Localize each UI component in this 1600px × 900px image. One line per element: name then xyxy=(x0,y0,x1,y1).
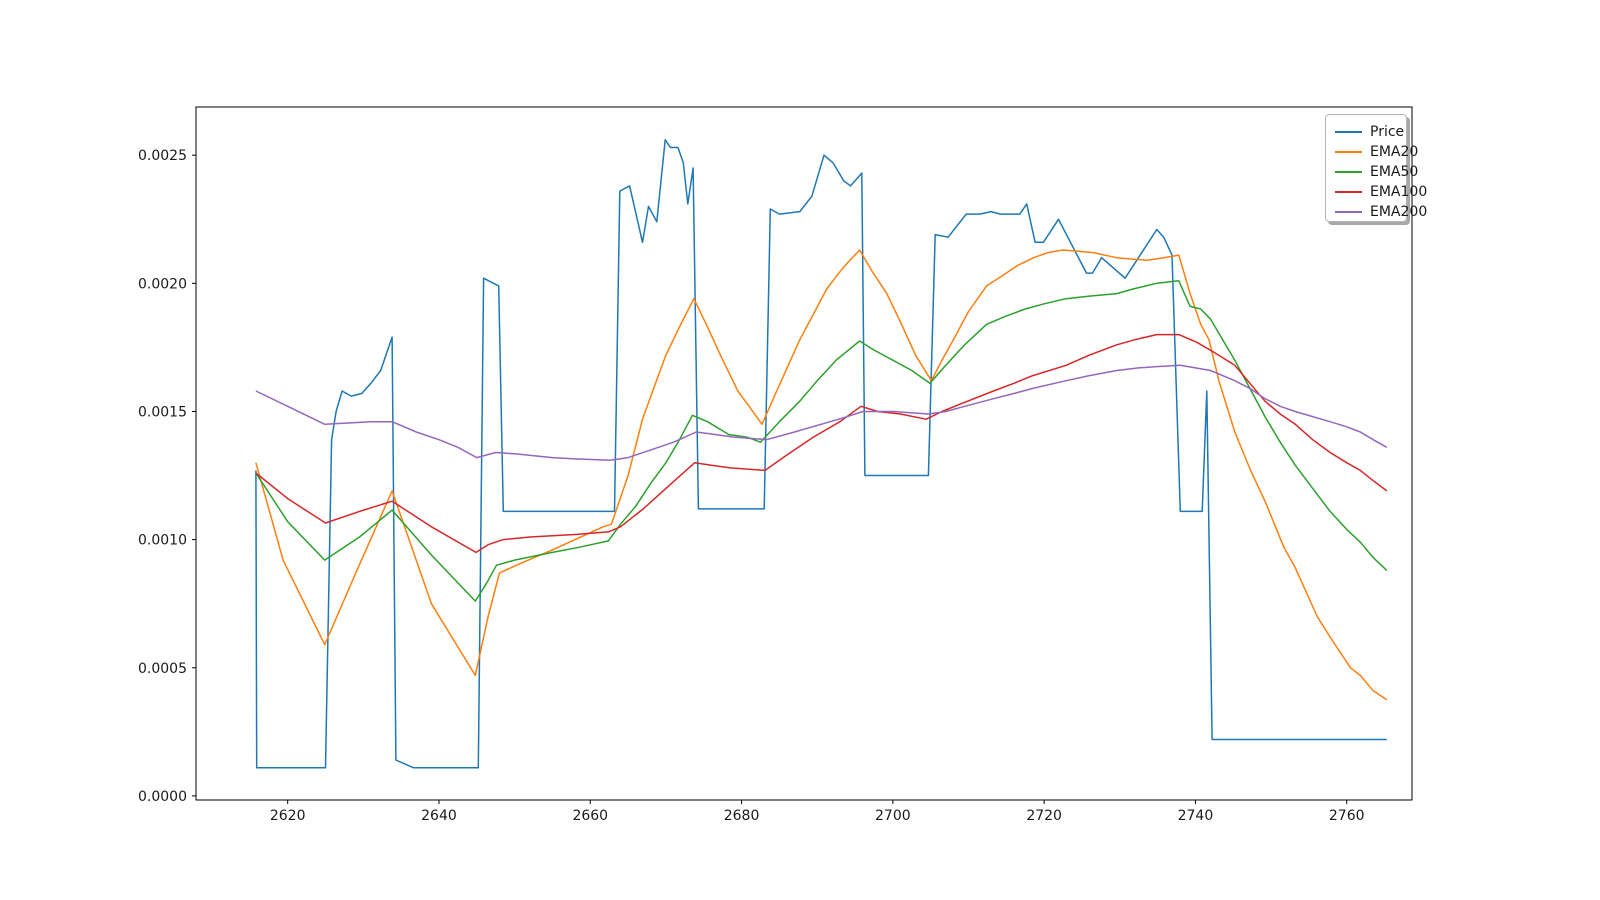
y-tick-label: 0.0010 xyxy=(138,533,187,549)
y-tick-label: 0.0015 xyxy=(138,404,187,420)
legend: Price EMA20 EMA50 EMA100 EMA200 xyxy=(1325,114,1427,222)
legend-item-ema20: EMA20 xyxy=(1335,142,1418,162)
x-tick-label: 2740 xyxy=(1178,808,1214,824)
legend-item-ema100: EMA100 xyxy=(1335,182,1427,202)
legend-item-price: Price xyxy=(1335,122,1404,142)
y-tick-label: 0.0005 xyxy=(138,661,187,677)
legend-item-ema50: EMA50 xyxy=(1335,162,1418,182)
legend-item-ema200: EMA200 xyxy=(1335,202,1427,222)
legend-line-swatch xyxy=(1335,131,1362,133)
x-tick-label: 2760 xyxy=(1329,808,1365,824)
ema200-line xyxy=(255,364,1388,461)
legend-label: EMA50 xyxy=(1370,164,1419,180)
legend-label: Price xyxy=(1370,124,1405,140)
x-tick-label: 2720 xyxy=(1026,808,1062,824)
price-line xyxy=(255,139,1387,769)
y-tick-label: 0.0020 xyxy=(138,276,187,292)
legend-line-swatch xyxy=(1335,191,1362,193)
x-tick-label: 2680 xyxy=(724,808,760,824)
legend-label: EMA20 xyxy=(1370,144,1419,160)
ema100-line xyxy=(255,333,1388,554)
legend-line-swatch xyxy=(1335,211,1362,213)
legend-label: EMA100 xyxy=(1370,184,1428,200)
legend-line-swatch xyxy=(1335,171,1362,173)
y-tick-label: 0.0025 xyxy=(138,148,187,164)
y-tick-label: 0.0000 xyxy=(138,789,187,805)
x-tick-label: 2660 xyxy=(572,808,608,824)
x-tick-label: 2620 xyxy=(270,808,306,824)
legend-line-swatch xyxy=(1335,151,1362,153)
ema20-line xyxy=(255,249,1388,701)
ema50-line xyxy=(255,280,1388,602)
x-tick-label: 2700 xyxy=(875,808,911,824)
axes-spines xyxy=(195,106,1413,801)
legend-label: EMA200 xyxy=(1370,204,1428,220)
x-tick-label: 2640 xyxy=(421,808,457,824)
